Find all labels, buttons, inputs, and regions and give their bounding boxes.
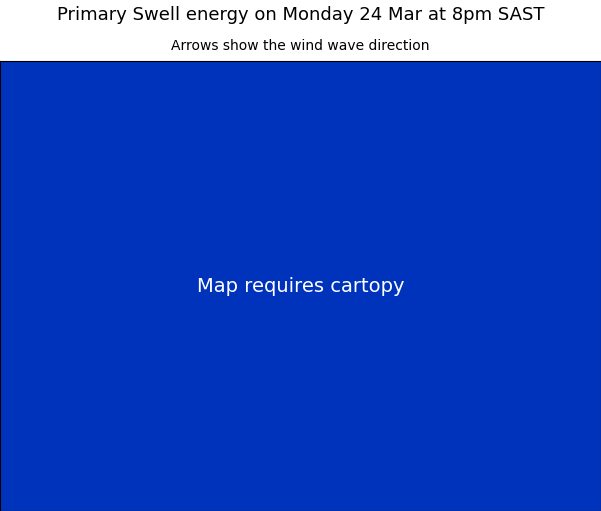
Text: Arrows show the wind wave direction: Arrows show the wind wave direction <box>171 39 430 53</box>
Text: Map requires cartopy: Map requires cartopy <box>197 276 404 296</box>
Text: Primary Swell energy on Monday 24 Mar at 8pm SAST: Primary Swell energy on Monday 24 Mar at… <box>56 6 545 25</box>
